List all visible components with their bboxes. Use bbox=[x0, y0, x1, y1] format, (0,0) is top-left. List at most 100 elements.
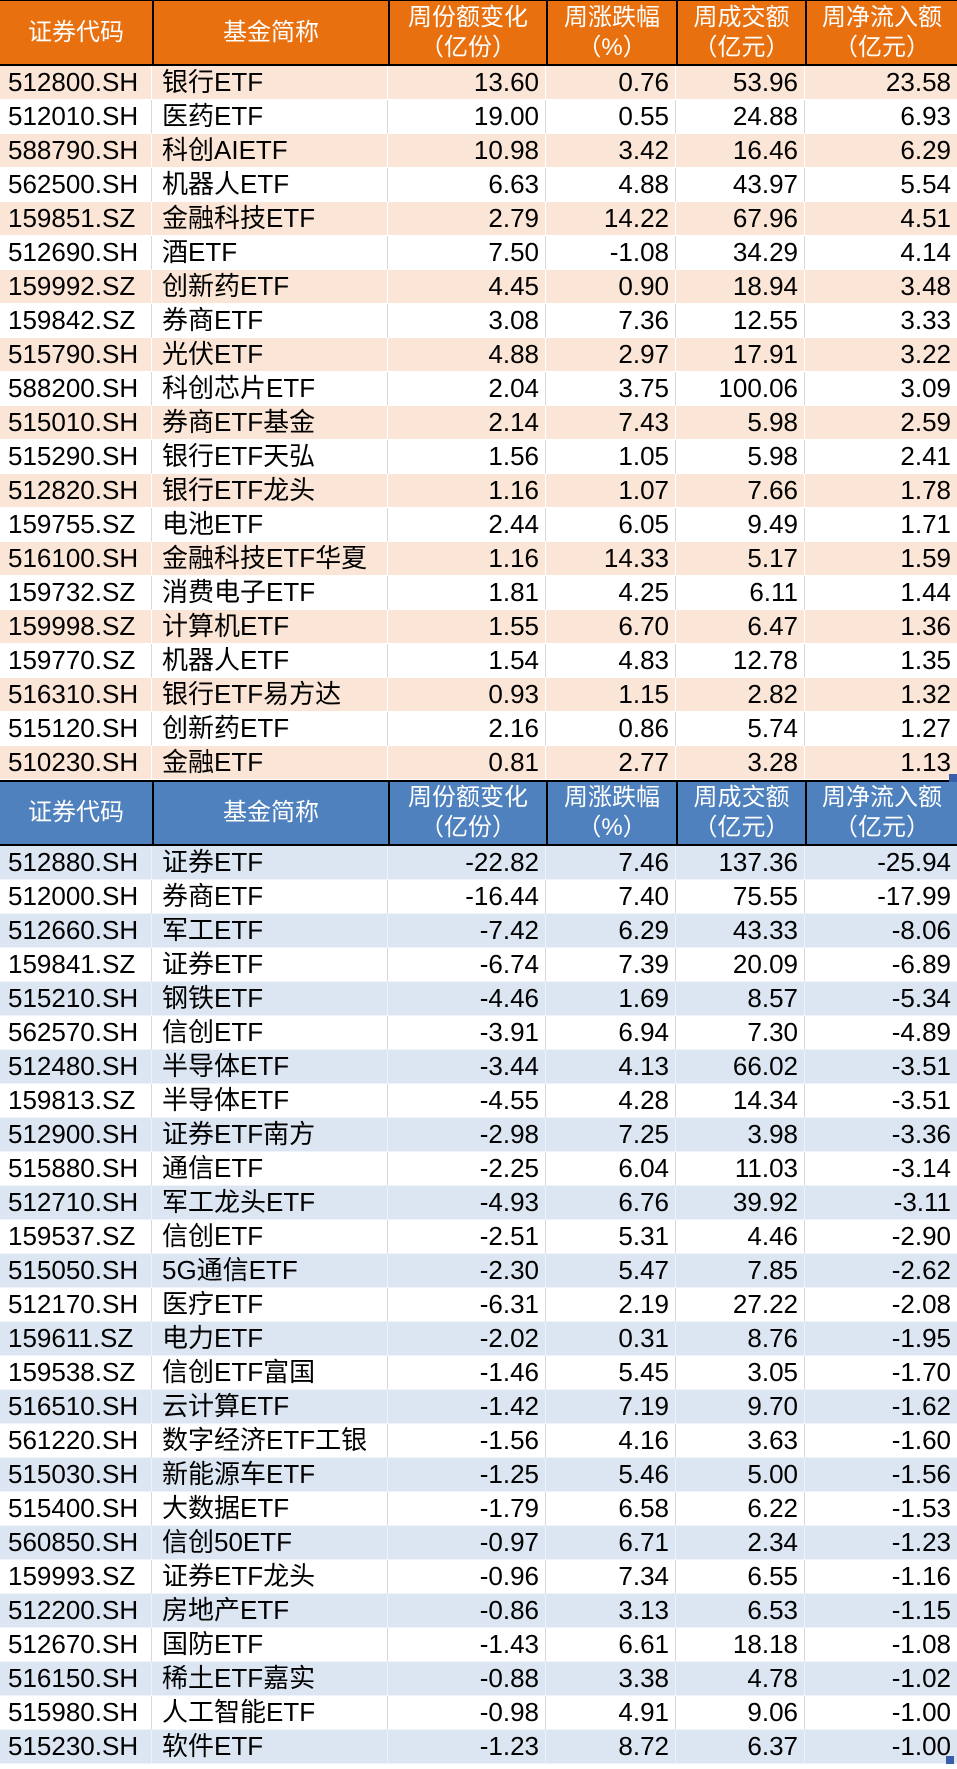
table-row: 512480.SH 半导体ETF -3.44 4.13 66.02 -3.51 bbox=[0, 1050, 957, 1084]
cell-net-flow: -1.95 bbox=[805, 1322, 957, 1356]
cell-security-code: 512170.SH bbox=[0, 1288, 152, 1322]
outflow-table: 证券代码 基金简称 周份额变化 （亿份） 周涨跌幅 （%） 周成交额 （亿元） … bbox=[0, 780, 957, 1764]
cell-share-change: 2.16 bbox=[388, 712, 546, 746]
cell-fund-name: 银行ETF易方达 bbox=[152, 678, 388, 712]
cell-fund-name: 新能源车ETF bbox=[152, 1458, 388, 1492]
cell-pct-change: 6.05 bbox=[546, 508, 676, 542]
cell-fund-name: 信创50ETF bbox=[152, 1526, 388, 1560]
selection-handle-bottom bbox=[946, 1756, 954, 1764]
cell-security-code: 159611.SZ bbox=[0, 1322, 152, 1356]
cell-security-code: 159851.SZ bbox=[0, 202, 152, 236]
table-row: 512900.SH 证券ETF南方 -2.98 7.25 3.98 -3.36 bbox=[0, 1118, 957, 1152]
cell-turnover: 7.66 bbox=[676, 474, 805, 508]
table-row: 512710.SH 军工龙头ETF -4.93 6.76 39.92 -3.11 bbox=[0, 1186, 957, 1220]
cell-pct-change: 4.16 bbox=[546, 1424, 676, 1458]
cell-security-code: 510230.SH bbox=[0, 746, 152, 780]
cell-fund-name: 稀土ETF嘉实 bbox=[152, 1662, 388, 1696]
table-row: 512800.SH 银行ETF 13.60 0.76 53.96 23.58 bbox=[0, 66, 957, 100]
cell-fund-name: 5G通信ETF bbox=[152, 1254, 388, 1288]
table-row: 515050.SH 5G通信ETF -2.30 5.47 7.85 -2.62 bbox=[0, 1254, 957, 1288]
header-pct-change: 周涨跌幅 （%） bbox=[546, 0, 676, 66]
cell-security-code: 560850.SH bbox=[0, 1526, 152, 1560]
cell-pct-change: 1.69 bbox=[546, 982, 676, 1016]
table-row: 159842.SZ 券商ETF 3.08 7.36 12.55 3.33 bbox=[0, 304, 957, 338]
cell-turnover: 18.94 bbox=[676, 270, 805, 304]
cell-share-change: -3.44 bbox=[388, 1050, 546, 1084]
cell-pct-change: 0.76 bbox=[546, 66, 676, 100]
table-row: 159851.SZ 金融科技ETF 2.79 14.22 67.96 4.51 bbox=[0, 202, 957, 236]
cell-net-flow: 23.58 bbox=[805, 66, 957, 100]
cell-security-code: 159998.SZ bbox=[0, 610, 152, 644]
cell-net-flow: -1.62 bbox=[805, 1390, 957, 1424]
table-row: 515010.SH 券商ETF基金 2.14 7.43 5.98 2.59 bbox=[0, 406, 957, 440]
cell-turnover: 6.47 bbox=[676, 610, 805, 644]
cell-security-code: 512880.SH bbox=[0, 846, 152, 880]
table-row: 512000.SH 券商ETF -16.44 7.40 75.55 -17.99 bbox=[0, 880, 957, 914]
cell-share-change: 1.81 bbox=[388, 576, 546, 610]
cell-pct-change: 6.94 bbox=[546, 1016, 676, 1050]
cell-turnover: 6.55 bbox=[676, 1560, 805, 1594]
header-share-change: 周份额变化 （亿份） bbox=[388, 780, 546, 846]
cell-share-change: 1.16 bbox=[388, 474, 546, 508]
cell-security-code: 512710.SH bbox=[0, 1186, 152, 1220]
cell-fund-name: 信创ETF bbox=[152, 1220, 388, 1254]
cell-security-code: 515400.SH bbox=[0, 1492, 152, 1526]
header-net-flow: 周净流入额 （亿元） bbox=[805, 0, 957, 66]
cell-share-change: 1.16 bbox=[388, 542, 546, 576]
cell-turnover: 43.33 bbox=[676, 914, 805, 948]
cell-pct-change: 3.13 bbox=[546, 1594, 676, 1628]
table-row: 512660.SH 军工ETF -7.42 6.29 43.33 -8.06 bbox=[0, 914, 957, 948]
cell-security-code: 512010.SH bbox=[0, 100, 152, 134]
cell-security-code: 159732.SZ bbox=[0, 576, 152, 610]
cell-fund-name: 大数据ETF bbox=[152, 1492, 388, 1526]
cell-pct-change: 5.46 bbox=[546, 1458, 676, 1492]
cell-share-change: -1.56 bbox=[388, 1424, 546, 1458]
cell-fund-name: 数字经济ETF工银 bbox=[152, 1424, 388, 1458]
cell-turnover: 7.30 bbox=[676, 1016, 805, 1050]
cell-pct-change: 4.91 bbox=[546, 1696, 676, 1730]
cell-security-code: 512000.SH bbox=[0, 880, 152, 914]
cell-turnover: 43.97 bbox=[676, 168, 805, 202]
selection-handle-top bbox=[949, 774, 957, 782]
table-row: 159841.SZ 证券ETF -6.74 7.39 20.09 -6.89 bbox=[0, 948, 957, 982]
cell-security-code: 515050.SH bbox=[0, 1254, 152, 1288]
cell-fund-name: 消费电子ETF bbox=[152, 576, 388, 610]
table-row: 512670.SH 国防ETF -1.43 6.61 18.18 -1.08 bbox=[0, 1628, 957, 1662]
cell-pct-change: 2.19 bbox=[546, 1288, 676, 1322]
cell-pct-change: 0.86 bbox=[546, 712, 676, 746]
cell-pct-change: 7.46 bbox=[546, 846, 676, 880]
cell-fund-name: 科创AIETF bbox=[152, 134, 388, 168]
cell-fund-name: 酒ETF bbox=[152, 236, 388, 270]
cell-fund-name: 军工龙头ETF bbox=[152, 1186, 388, 1220]
table-row: 516100.SH 金融科技ETF华夏 1.16 14.33 5.17 1.59 bbox=[0, 542, 957, 576]
cell-fund-name: 创新药ETF bbox=[152, 712, 388, 746]
cell-net-flow: 1.78 bbox=[805, 474, 957, 508]
cell-share-change: -3.91 bbox=[388, 1016, 546, 1050]
table-row: 159770.SZ 机器人ETF 1.54 4.83 12.78 1.35 bbox=[0, 644, 957, 678]
cell-pct-change: 6.58 bbox=[546, 1492, 676, 1526]
cell-fund-name: 人工智能ETF bbox=[152, 1696, 388, 1730]
cell-net-flow: -8.06 bbox=[805, 914, 957, 948]
cell-net-flow: -2.08 bbox=[805, 1288, 957, 1322]
cell-security-code: 159537.SZ bbox=[0, 1220, 152, 1254]
cell-fund-name: 信创ETF bbox=[152, 1016, 388, 1050]
cell-security-code: 515290.SH bbox=[0, 440, 152, 474]
cell-security-code: 159770.SZ bbox=[0, 644, 152, 678]
header-share-change: 周份额变化 （亿份） bbox=[388, 0, 546, 66]
inflow-table-body: 512800.SH 银行ETF 13.60 0.76 53.96 23.58 5… bbox=[0, 66, 957, 780]
table-row: 515980.SH 人工智能ETF -0.98 4.91 9.06 -1.00 bbox=[0, 1696, 957, 1730]
table-row: 515230.SH 软件ETF -1.23 8.72 6.37 -1.00 bbox=[0, 1730, 957, 1764]
cell-fund-name: 半导体ETF bbox=[152, 1084, 388, 1118]
cell-net-flow: 1.36 bbox=[805, 610, 957, 644]
cell-fund-name: 券商ETF bbox=[152, 880, 388, 914]
cell-net-flow: -3.51 bbox=[805, 1084, 957, 1118]
cell-fund-name: 软件ETF bbox=[152, 1730, 388, 1764]
cell-fund-name: 钢铁ETF bbox=[152, 982, 388, 1016]
cell-turnover: 3.63 bbox=[676, 1424, 805, 1458]
cell-pct-change: 7.36 bbox=[546, 304, 676, 338]
cell-security-code: 562500.SH bbox=[0, 168, 152, 202]
cell-pct-change: 7.34 bbox=[546, 1560, 676, 1594]
cell-turnover: 137.36 bbox=[676, 846, 805, 880]
cell-security-code: 515210.SH bbox=[0, 982, 152, 1016]
cell-turnover: 75.55 bbox=[676, 880, 805, 914]
